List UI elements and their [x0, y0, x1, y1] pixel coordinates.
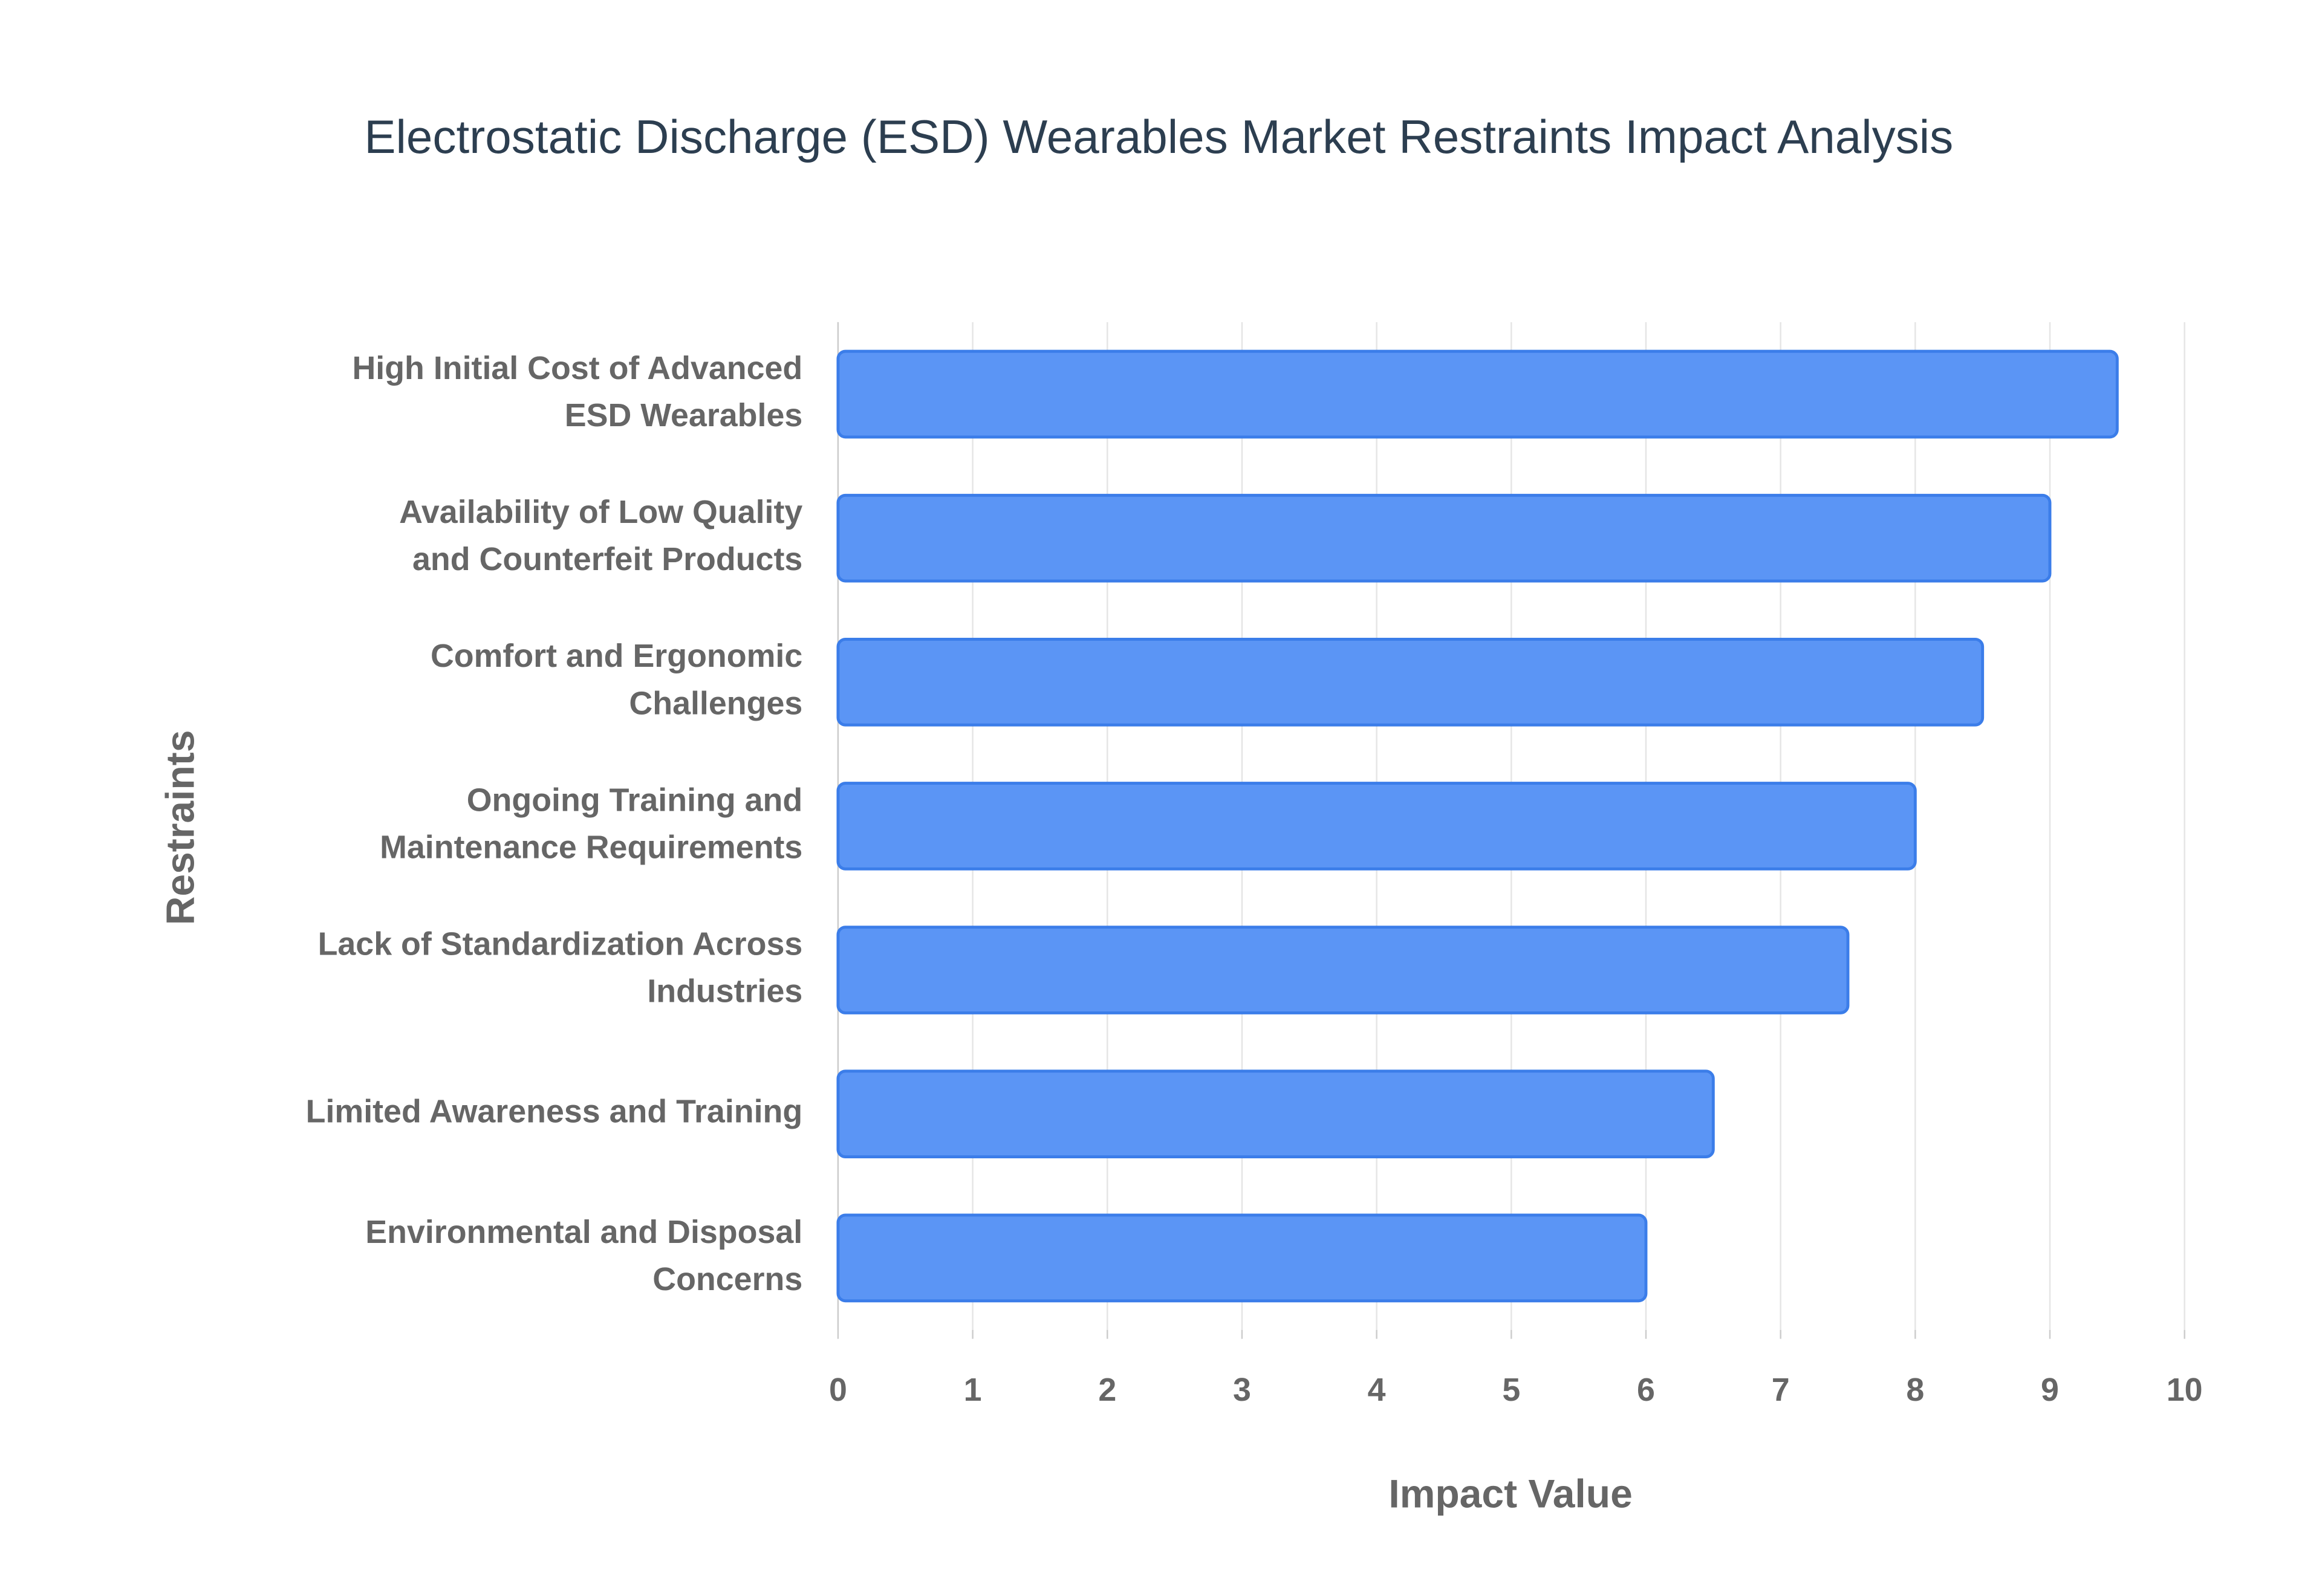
y-tick-label: Availability of Low Quality and Counterfe…: [399, 494, 802, 577]
x-tick-label: 5: [1502, 1372, 1520, 1408]
x-tick-label: 7: [1772, 1372, 1790, 1408]
y-tick-label: Ongoing Training and Maintenance Requirem…: [380, 782, 802, 866]
bar: [836, 637, 1985, 727]
y-axis-title: Restraints: [158, 730, 203, 926]
x-tick-label: 1: [964, 1372, 982, 1408]
bar: [836, 926, 1850, 1014]
bar: [836, 1213, 1648, 1303]
bar: [836, 493, 2052, 583]
bar: [836, 349, 2119, 439]
x-tick-label: 3: [1233, 1372, 1251, 1408]
x-tick-label: 10: [2167, 1372, 2203, 1408]
chart-title: Electrostatic Discharge (ESD) Wearables …: [364, 110, 1953, 163]
y-tick-label: Lack of Standardization Across Industries: [318, 926, 803, 1010]
bar: [836, 782, 1917, 871]
x-tick-label: 8: [1906, 1372, 1924, 1408]
x-axis-title: Impact Value: [1388, 1471, 1632, 1516]
bar: [836, 1069, 1715, 1159]
y-tick-label: Comfort and Ergonomic Challenges: [431, 638, 802, 721]
y-tick-label: Environmental and Disposal Concerns: [365, 1214, 802, 1297]
y-tick-label: High Initial Cost of Advanced ESD Wearabl…: [352, 350, 802, 433]
x-tick-label: 0: [829, 1372, 847, 1408]
x-tick-label: 2: [1098, 1372, 1116, 1408]
x-tick-label: 6: [1637, 1372, 1655, 1408]
x-tick-label: 9: [2041, 1372, 2059, 1408]
x-tick-label: 4: [1368, 1372, 1386, 1408]
y-tick-label: Limited Awareness and Training: [306, 1094, 803, 1130]
